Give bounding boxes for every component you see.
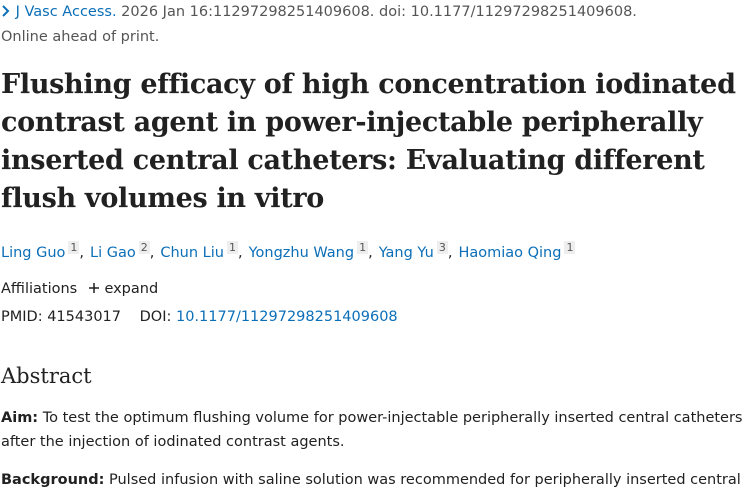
author-list: Ling Guo 1, Li Gao 2, Chun Liu 1, Yongzhu Wang…: [1, 241, 576, 261]
identifiers: PMID: 41543017 DOI: 10.1177/112972982514…: [1, 309, 398, 325]
author-separator: ,: [368, 244, 373, 261]
affiliation-number[interactable]: 2: [138, 241, 150, 254]
expand-button[interactable]: expand: [88, 281, 158, 297]
abstract-body: Aim: To test the optimum flushing volume…: [1, 406, 749, 500]
affiliation-number[interactable]: 1: [357, 241, 369, 254]
expand-label[interactable]: expand: [104, 281, 159, 297]
article-title: Flushing efficacy of high concentration …: [1, 69, 736, 214]
publication-status: Online ahead of print.: [1, 29, 160, 45]
doi-link[interactable]: 10.1177/11297298251409608: [175, 309, 398, 325]
section-label: Background:: [1, 472, 105, 488]
affiliation-number[interactable]: 1: [68, 241, 80, 254]
plus-icon: [88, 283, 99, 293]
abstract-heading: Abstract: [1, 364, 92, 388]
affiliation-number[interactable]: 1: [226, 241, 238, 254]
journal-link[interactable]: J Vasc Access.: [15, 4, 117, 20]
abstract-section: Aim: To test the optimum flushing volume…: [1, 406, 749, 454]
author-link[interactable]: Ling Guo: [1, 244, 66, 261]
pmid-label: PMID:: [1, 309, 43, 325]
pmid: 41543017: [47, 309, 122, 325]
author-link[interactable]: Haomiao Qing: [458, 244, 562, 261]
author-link[interactable]: Yang Yu: [378, 244, 434, 261]
author-separator: ,: [149, 244, 155, 261]
section-text: To test the optimum flushing volume for …: [1, 410, 743, 450]
affiliation-number[interactable]: 3: [436, 241, 448, 254]
section-text: Pulsed infusion with saline solution was…: [109, 472, 741, 488]
author-separator: ,: [79, 244, 85, 261]
author-separator: ,: [447, 244, 453, 261]
doi-label: DOI:: [139, 309, 172, 325]
author-separator: ,: [237, 244, 243, 261]
citation-details: 2026 Jan 16:11297298251409608. doi: 10.1…: [121, 4, 637, 20]
chevron-icon: [2, 5, 10, 17]
affiliations-label: Affiliations: [1, 281, 78, 297]
section-label: Aim:: [1, 410, 39, 426]
citation: J Vasc Access. 2026 Jan 16:1129729825140…: [1, 4, 637, 20]
abstract-section: Background: Pulsed infusion with saline …: [1, 468, 749, 492]
affiliation-number[interactable]: 1: [564, 241, 576, 254]
author-link[interactable]: Chun Liu: [160, 244, 224, 261]
author-link[interactable]: Li Gao: [90, 244, 136, 261]
author-link[interactable]: Yongzhu Wang: [248, 244, 355, 261]
affiliations: Affiliations expand: [1, 281, 158, 297]
